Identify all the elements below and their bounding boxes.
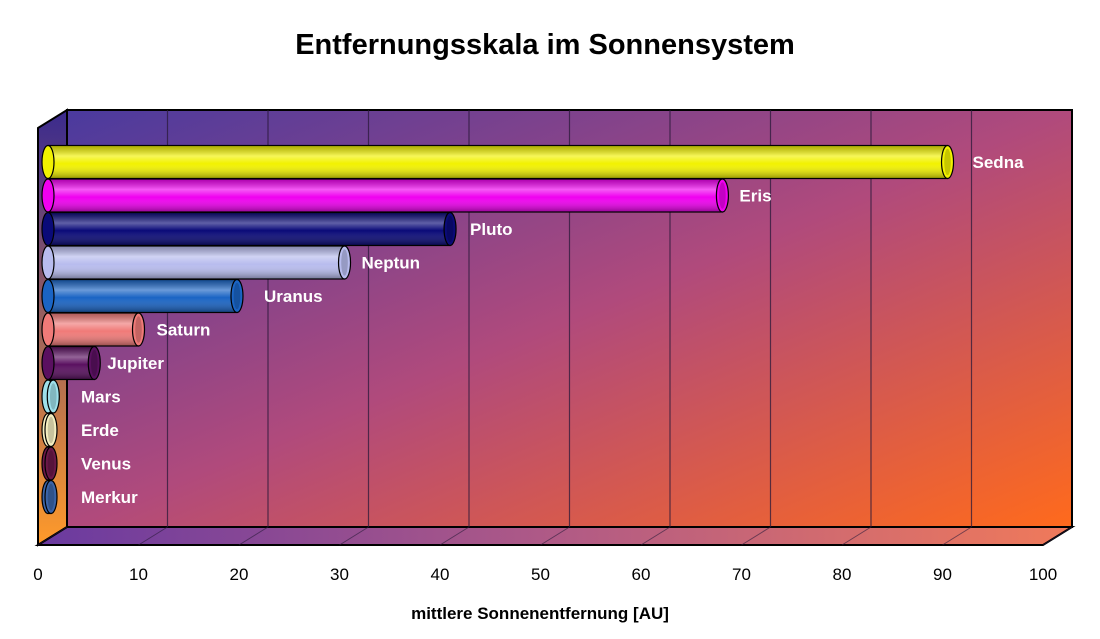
bar-label: Venus: [81, 455, 131, 474]
x-tick-label: 20: [230, 565, 249, 584]
bar-end-cap-shade: [944, 148, 951, 176]
bar-label: Mars: [81, 388, 121, 407]
bar-end-cap-shade: [135, 316, 142, 343]
bar-uranus: [41, 278, 244, 314]
bar-shading: [48, 212, 451, 246]
x-tick-label: 50: [531, 565, 550, 584]
floor-gridline: [238, 526, 269, 546]
bar-base-cap: [41, 278, 55, 314]
floor-gridline: [1042, 526, 1073, 546]
bar-label: Jupiter: [107, 354, 164, 373]
bar-end-cap: [87, 345, 101, 381]
bar-eris: [41, 178, 730, 213]
x-tick-label: 70: [732, 565, 751, 584]
bar-end-cap-shade: [446, 215, 454, 243]
bar-label: Neptun: [362, 254, 421, 273]
bar-end-cap-shade: [90, 349, 98, 377]
bar-end-cap-shade: [47, 450, 55, 477]
x-tick-label: 10: [129, 565, 148, 584]
bar-end-cap-shade: [49, 383, 57, 410]
bar-end-cap-shade: [341, 249, 348, 276]
bar-merkur: [41, 479, 58, 515]
floor-gridline: [942, 526, 972, 546]
bar-venus: [41, 446, 58, 481]
bar-end-cap: [443, 211, 457, 247]
bar-base-cap: [41, 312, 55, 347]
bar-base-cap: [41, 211, 55, 247]
floor-gridline: [841, 526, 872, 546]
bar-shading: [48, 246, 345, 279]
bar-label: Uranus: [264, 287, 323, 306]
bar-jupiter: [41, 345, 101, 381]
x-tick-label: 30: [330, 565, 349, 584]
data-labels: Sedna Eris Pluto Neptun Uranus Saturn Jupiter M…: [81, 153, 1024, 507]
bar-shading: [48, 279, 237, 313]
bar-shading: [48, 179, 723, 212]
bar-shading: [48, 145, 948, 179]
x-tick-label: 0: [33, 565, 42, 584]
floor-gridline: [741, 526, 771, 546]
bar-sedna: [41, 144, 955, 180]
bar-end-cap-shade: [719, 182, 726, 209]
bar-erde: [41, 412, 58, 448]
bar-end-cap: [337, 245, 352, 280]
bar-label: Erde: [81, 421, 119, 440]
bar-pluto: [41, 211, 457, 247]
bar-label: Pluto: [470, 220, 513, 239]
floor-gridline: [37, 526, 68, 546]
bar-end-cap-shade: [233, 282, 241, 310]
bar-end-cap: [715, 178, 730, 213]
floor-gridline: [640, 526, 671, 546]
bar-base-cap: [41, 144, 55, 180]
bars: [41, 144, 955, 515]
bar-base-cap: [41, 345, 55, 381]
bar-neptun: [41, 245, 352, 280]
x-tick-label: 90: [933, 565, 952, 584]
floor-gridline: [439, 526, 470, 546]
chart-title: Entfernungsskala im Sonnensystem: [295, 29, 795, 61]
x-tick-label: 40: [431, 565, 450, 584]
bar-shading: [48, 346, 95, 380]
x-tick-label: 100: [1029, 565, 1057, 584]
bar-end-cap-shade: [47, 483, 55, 511]
bar-end-cap: [44, 479, 58, 515]
bar-end-cap: [131, 312, 146, 347]
bar-shading: [48, 313, 139, 346]
bar-base-cap: [41, 178, 55, 213]
x-tick-label: 80: [833, 565, 852, 584]
x-axis-title: mittlere Sonnenentfernung [AU]: [411, 604, 669, 623]
bar-label: Sedna: [973, 153, 1025, 172]
bar-label: Saturn: [157, 321, 211, 340]
bar-base-cap: [41, 245, 55, 280]
x-axis-ticks: 0 10 20 30 40 50 60 70 80 90 100: [33, 565, 1057, 584]
bar-label: Merkur: [81, 488, 138, 507]
bar-end-cap: [940, 144, 955, 180]
floor-gridline: [339, 526, 369, 546]
floor-gridline: [138, 526, 168, 546]
bar-end-cap: [230, 278, 244, 314]
floor-gridline: [540, 526, 570, 546]
bar-end-cap: [46, 379, 60, 414]
bar-end-cap-shade: [47, 416, 55, 444]
x-tick-label: 60: [632, 565, 651, 584]
bar-label: Eris: [739, 187, 771, 206]
bar-mars: [41, 379, 60, 414]
bar-saturn: [41, 312, 146, 347]
